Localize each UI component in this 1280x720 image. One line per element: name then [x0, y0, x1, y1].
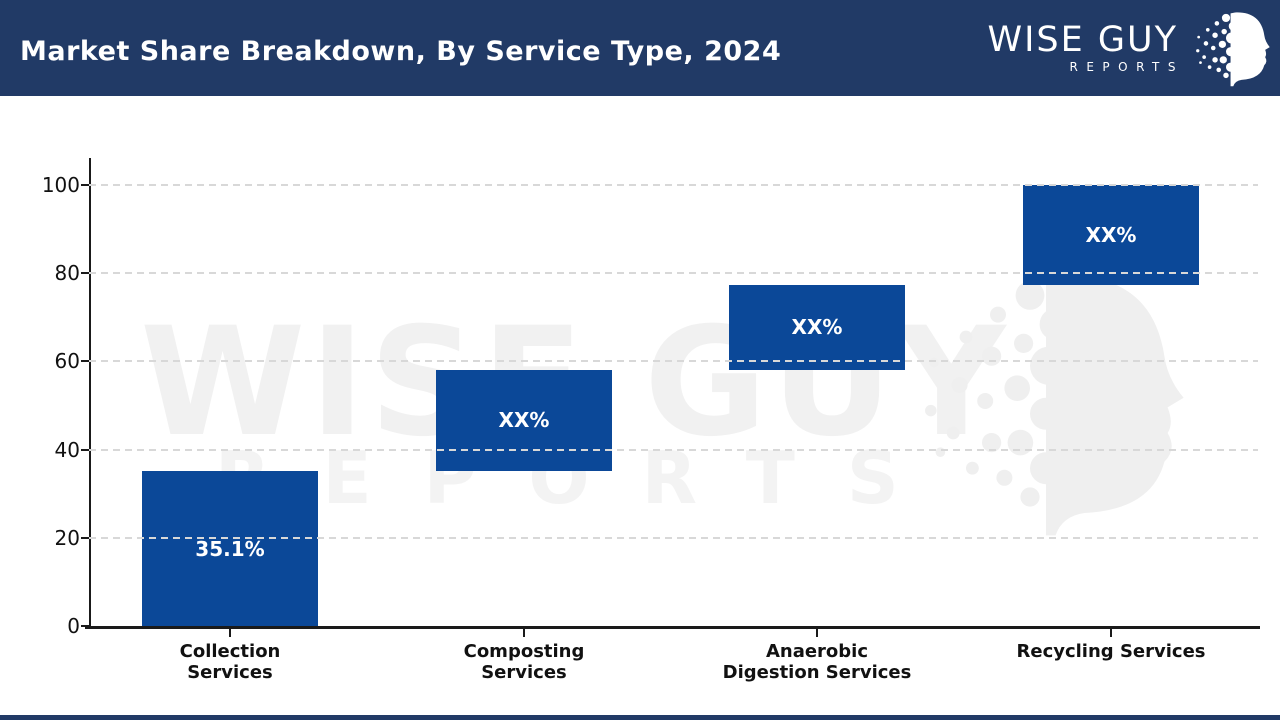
bar-value-label: XX% [1085, 222, 1137, 247]
gridline-100 [89, 184, 1258, 186]
x-tick-mark [1110, 629, 1112, 637]
bar-value-label: XX% [498, 408, 550, 433]
y-tick-mark-40 [81, 448, 89, 451]
y-tick-label-20: 20 [54, 525, 80, 550]
y-tick-label-0: 0 [67, 614, 80, 638]
page-title: Market Share Breakdown, By Service Type,… [20, 36, 782, 67]
y-tick-label-100: 100 [41, 173, 80, 197]
bar-value-label: XX% [791, 315, 843, 340]
x-category-label: Anaerobic Digestion Services [722, 641, 912, 683]
chart-area: WISE GUY REPORTS 0 20 40 60 80 100 35.1% Collec… [0, 96, 1280, 715]
bar-value-label: 35.1% [195, 536, 265, 561]
logo-text: WISE GUY REPORTS [987, 22, 1178, 74]
wise-guy-reports-logo: WISE GUY REPORTS [987, 6, 1272, 90]
header-bar: Market Share Breakdown, By Service Type,… [0, 0, 1280, 96]
y-axis-line [89, 158, 91, 628]
y-tick-mark-0 [81, 625, 89, 627]
x-category-label: Composting Services [463, 641, 585, 683]
gridline-40 [89, 448, 1258, 451]
y-tick-mark-100 [81, 184, 89, 186]
gridline-20 [89, 536, 1258, 539]
dotted-face-icon [1196, 12, 1270, 87]
logo-subtitle: REPORTS [1069, 60, 1184, 74]
logo-wordmark: WISE GUY [987, 20, 1178, 60]
gridline-60 [89, 360, 1258, 363]
bar-segment: XX% [729, 284, 905, 370]
y-tick-mark-60 [81, 360, 89, 363]
x-tick-mark [816, 629, 818, 637]
x-tick-mark [229, 629, 231, 637]
y-tick-label-80: 80 [54, 261, 80, 286]
bar-segment: XX% [436, 369, 612, 472]
x-category-label: Recycling Services [1016, 641, 1206, 662]
y-tick-label-40: 40 [54, 437, 80, 462]
gridline-80 [89, 272, 1258, 275]
watermark-face-icon [925, 276, 1184, 536]
y-tick-label-60: 60 [54, 349, 80, 374]
x-axis-line [85, 626, 1260, 629]
bar-segment: 35.1% [142, 471, 318, 626]
x-tick-mark [523, 629, 525, 637]
footer-bar [0, 715, 1280, 720]
y-tick-mark-80 [81, 272, 89, 275]
bar-segment: XX% [1023, 185, 1199, 285]
y-tick-mark-20 [81, 536, 89, 539]
x-category-label: Collection Services [179, 641, 281, 683]
